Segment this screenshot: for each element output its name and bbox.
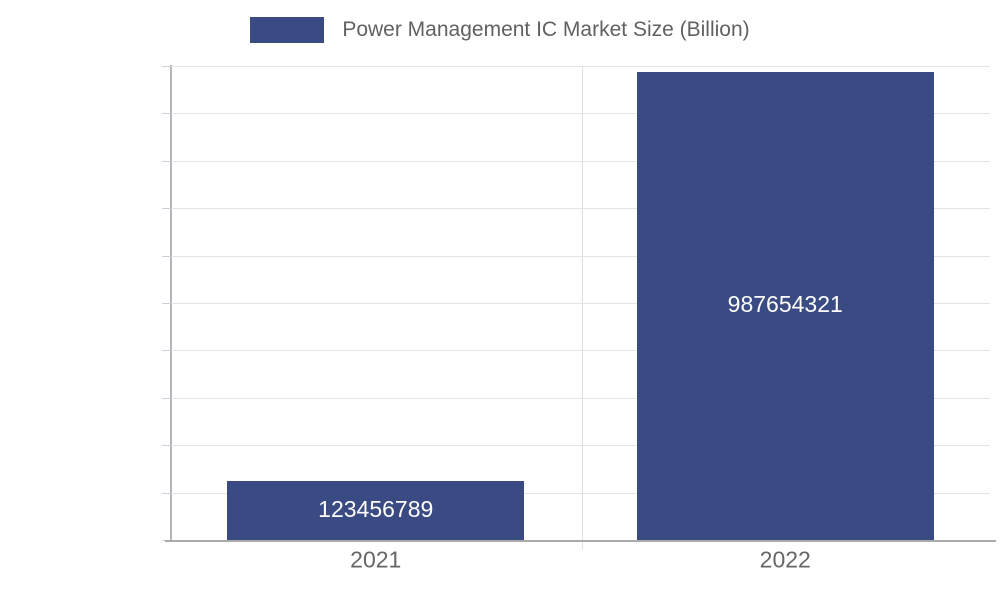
- y-axis-tick-mark: [162, 208, 170, 210]
- bar-value-label: 123456789: [318, 495, 434, 522]
- y-axis-tick-mark: [162, 255, 170, 257]
- gridline: [171, 350, 990, 352]
- chart-legend: Power Management IC Market Size (Billion…: [0, 12, 1000, 48]
- gridline: [171, 492, 990, 494]
- gridline: [171, 66, 990, 67]
- y-axis-tick-mark: [162, 113, 170, 115]
- y-axis-tick-mark: [162, 445, 170, 447]
- y-axis-tick-mark: [162, 66, 170, 67]
- gridline: [171, 160, 990, 162]
- gridline: [171, 303, 990, 304]
- y-axis-tick-mark: [162, 397, 170, 399]
- y-axis-tick-mark: [162, 303, 170, 304]
- y-axis-tick-mark: [162, 492, 170, 494]
- legend-label-power-management-ic[interactable]: Power Management IC Market Size (Billion…: [342, 18, 750, 41]
- legend-swatch-power-management-ic[interactable]: [250, 17, 325, 43]
- gridline: [171, 113, 990, 115]
- gridline: [171, 208, 990, 210]
- gridline: [171, 397, 990, 399]
- y-axis-tick-mark: [162, 160, 170, 162]
- gridline: [171, 445, 990, 447]
- category-separator-gridline: [582, 66, 583, 550]
- plot-area: 123456789 987654321: [162, 65, 996, 550]
- bar[interactable]: 987654321: [636, 71, 934, 540]
- y-axis-tick-mark: [162, 350, 170, 352]
- bar-value-label: 987654321: [727, 290, 843, 317]
- gridline: [171, 255, 990, 257]
- bar[interactable]: 123456789: [227, 481, 525, 540]
- x-axis-tick-label: 2021: [350, 546, 402, 573]
- x-axis-tick-label: 2022: [759, 546, 811, 573]
- x-axis-baseline: [165, 540, 996, 542]
